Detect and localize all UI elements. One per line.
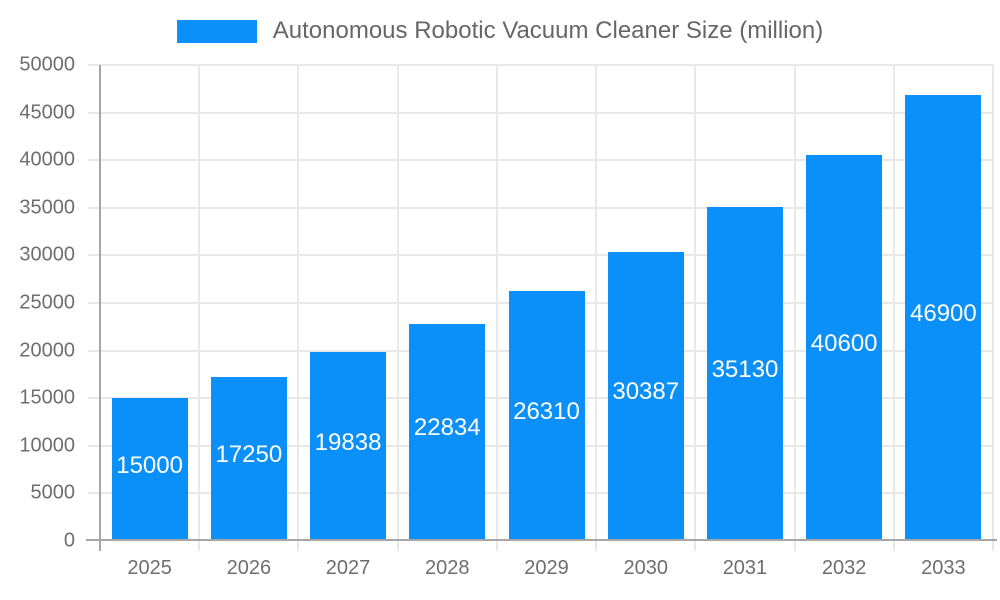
gridline-horizontal [100, 111, 993, 114]
gridline-vertical [694, 65, 697, 551]
gridline-horizontal [100, 254, 993, 257]
bar-value-label: 30387 [612, 378, 680, 406]
gridline-vertical [992, 65, 994, 551]
y-axis-tick-label: 30000 [19, 243, 75, 266]
y-axis-tick-label: 15000 [19, 386, 75, 409]
x-axis-tick-label: 2033 [921, 557, 966, 579]
x-axis-tick-label: 2030 [623, 557, 668, 579]
gridline-vertical [892, 65, 895, 551]
bar-value-label: 40600 [810, 329, 878, 357]
x-axis-tick-label: 2026 [226, 557, 272, 579]
legend-item[interactable]: Autonomous Robotic Vacuum Cleaner Size (… [176, 17, 824, 45]
x-axis-tick-label: 2028 [425, 557, 470, 579]
bar[interactable] [607, 251, 684, 541]
y-axis-line [99, 65, 101, 551]
gridline-vertical [495, 65, 498, 551]
y-axis-tick-label: 0 [63, 529, 75, 552]
y-axis-tick [88, 206, 100, 209]
bar[interactable] [706, 206, 783, 541]
y-axis-tick-label: 25000 [19, 291, 75, 314]
y-axis-tick-label: 40000 [19, 148, 75, 171]
x-axis-tick-label: 2029 [524, 557, 569, 579]
gridline-vertical [198, 65, 201, 551]
y-axis-tick [88, 397, 100, 400]
y-axis-tick-label: 10000 [19, 434, 75, 457]
bar[interactable] [310, 352, 387, 541]
gridline-vertical [297, 65, 300, 551]
y-axis-tick [88, 444, 100, 447]
y-axis-tick [88, 492, 100, 495]
y-axis-tick-label: 5000 [30, 481, 76, 504]
bar[interactable] [806, 154, 883, 541]
y-axis-tick [88, 254, 100, 257]
x-axis-line [86, 539, 997, 541]
bar[interactable] [905, 94, 982, 541]
legend-label: Autonomous Robotic Vacuum Cleaner Size (… [272, 17, 824, 44]
bar-value-label: 46900 [910, 299, 977, 327]
plot-area: 0 5000 10000 15000 20000 25000 30000 35000 40000… [19, 54, 997, 579]
y-axis-tick-label: 50000 [19, 53, 75, 76]
y-axis-tick-label: 20000 [19, 339, 75, 362]
x-axis-tick-label: 2031 [722, 557, 768, 579]
bar[interactable] [508, 290, 585, 541]
y-axis-tick [88, 159, 100, 162]
bar[interactable] [210, 376, 287, 541]
x-axis-tick-label: 2027 [325, 557, 371, 579]
gridline-vertical [595, 65, 598, 551]
y-axis-tick [88, 302, 100, 304]
bar-value-label: 15000 [116, 451, 183, 479]
gridline-vertical [793, 65, 796, 551]
bar[interactable] [111, 398, 188, 541]
bar-value-label: 22834 [413, 414, 481, 442]
legend-swatch-icon [176, 19, 257, 43]
gridline-horizontal [100, 64, 993, 66]
gridline-horizontal [100, 206, 993, 209]
x-axis-tick-label: 2032 [821, 557, 867, 579]
y-axis-tick [88, 111, 100, 114]
gridline-horizontal [100, 159, 993, 162]
x-axis-tick-label: 2025 [127, 557, 172, 579]
bar-value-label: 19838 [314, 428, 382, 456]
y-axis-tick-label: 45000 [19, 101, 75, 124]
bar[interactable] [409, 323, 486, 541]
bar-value-label: 35130 [711, 355, 779, 383]
y-axis-tick [88, 349, 100, 352]
y-axis-tick-label: 35000 [19, 196, 75, 219]
y-axis-tick [88, 64, 100, 66]
bar-value-label: 17250 [215, 440, 283, 468]
legend: Autonomous Robotic Vacuum Cleaner Size (… [0, 17, 1000, 45]
bar-value-label: 26310 [513, 397, 580, 425]
gridline-vertical [396, 65, 399, 551]
